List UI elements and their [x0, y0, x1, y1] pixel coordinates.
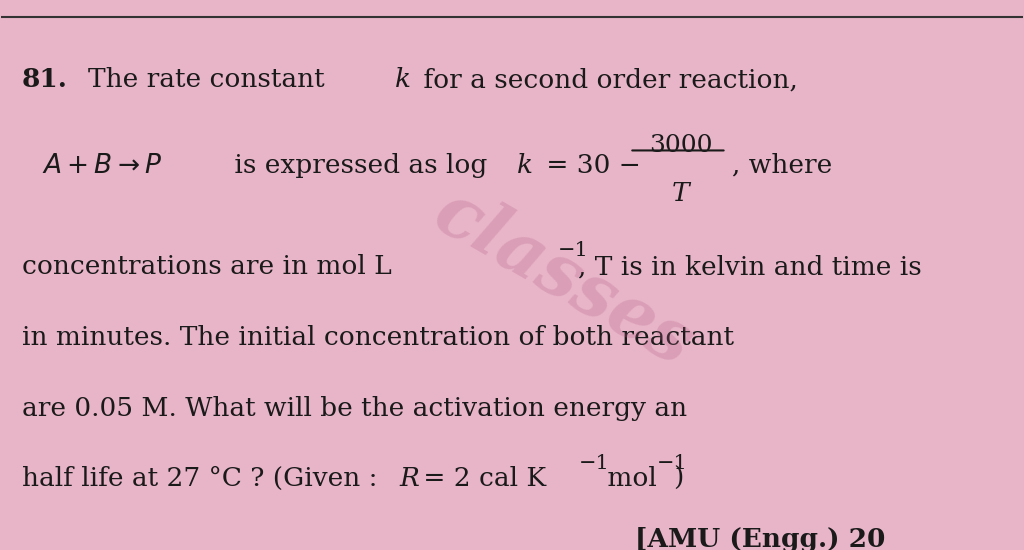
Text: half life at 27 °C ? (Given :: half life at 27 °C ? (Given :	[22, 466, 386, 491]
Text: classes: classes	[421, 177, 705, 382]
Text: , where: , where	[731, 153, 831, 178]
Text: is expressed as log: is expressed as log	[226, 153, 496, 178]
Text: −1: −1	[558, 241, 589, 260]
Text: in minutes. The initial concentration of both reactant: in minutes. The initial concentration of…	[22, 324, 734, 350]
Text: −1: −1	[579, 454, 609, 472]
Text: [AMU (Engg.) 20: [AMU (Engg.) 20	[635, 527, 885, 550]
Text: for a second order reaction,: for a second order reaction,	[415, 67, 798, 92]
Text: T: T	[672, 181, 689, 206]
Text: $A + B \rightarrow P$: $A + B \rightarrow P$	[42, 153, 163, 178]
Text: concentrations are in mol L: concentrations are in mol L	[22, 254, 391, 279]
Text: 81.: 81.	[22, 67, 68, 92]
Text: −1: −1	[657, 454, 688, 472]
Text: mol: mol	[599, 466, 656, 491]
Text: , T is in kelvin and time is: , T is in kelvin and time is	[579, 254, 923, 279]
Text: ): )	[674, 466, 684, 491]
Text: = 30 −: = 30 −	[538, 153, 640, 178]
Text: k: k	[394, 67, 411, 92]
Text: The rate constant: The rate constant	[88, 67, 333, 92]
Text: R: R	[399, 466, 420, 491]
Text: = 2 cal K: = 2 cal K	[415, 466, 546, 491]
Text: 3000: 3000	[649, 134, 713, 157]
Text: are 0.05 M. What will be the activation energy an: are 0.05 M. What will be the activation …	[22, 395, 687, 421]
Text: k: k	[517, 153, 534, 178]
